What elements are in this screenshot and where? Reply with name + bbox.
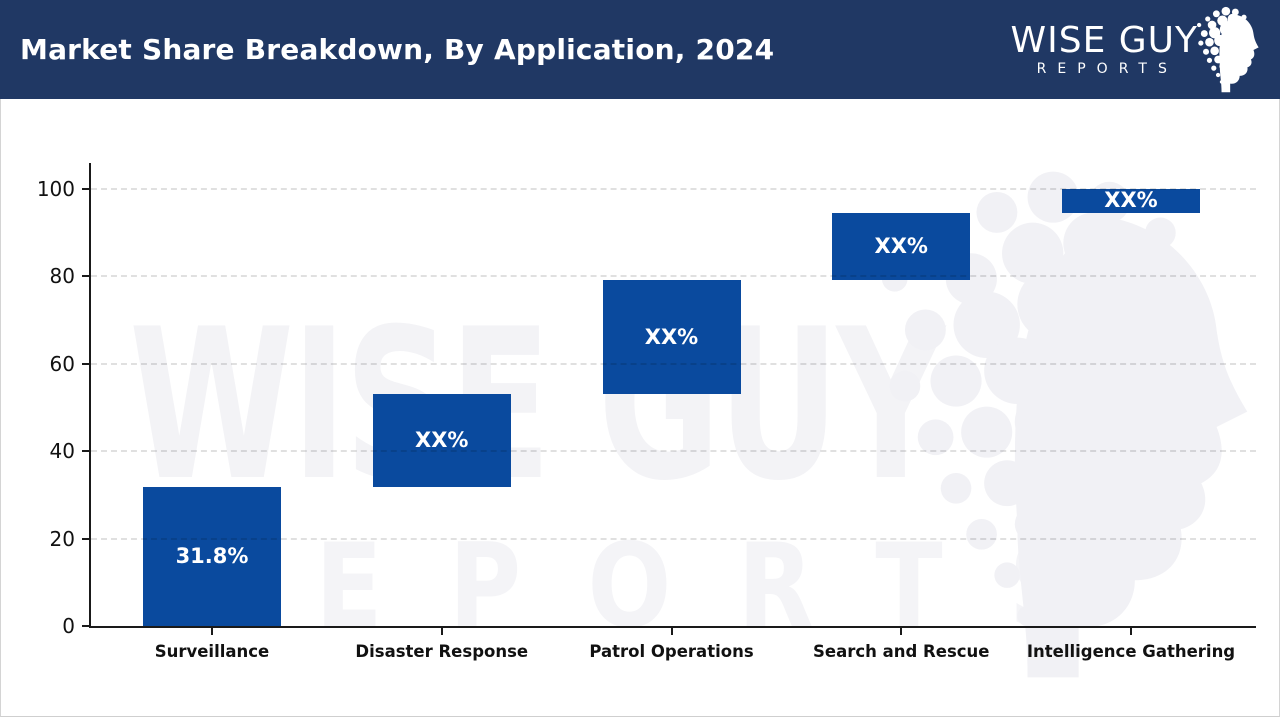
- x-axis-tick: [670, 628, 673, 635]
- brand-subname: REPORTS: [1036, 60, 1178, 77]
- bar-segment: XX%: [602, 279, 741, 395]
- y-axis-tick: [82, 187, 91, 190]
- x-axis-category-label: Intelligence Gathering: [1026, 642, 1236, 661]
- bar-value-label: XX%: [1104, 188, 1158, 213]
- header-bar: Market Share Breakdown, By Application, …: [0, 0, 1280, 99]
- x-axis-tick: [1130, 628, 1132, 635]
- y-axis-tick: [82, 450, 91, 452]
- y-axis-tick-label: 40: [49, 439, 75, 463]
- y-axis-tick-label: 20: [49, 526, 75, 551]
- bar-value-label: 31.8%: [175, 543, 249, 568]
- gridline: [91, 275, 1256, 277]
- x-axis-category-label: Surveillance: [154, 642, 270, 661]
- gridline: [91, 187, 1256, 190]
- gridline: [91, 362, 1256, 365]
- watermark-subtext: REPORTS: [173, 519, 1147, 654]
- x-axis-tick: [211, 628, 213, 635]
- bar-segment: 31.8%: [143, 486, 281, 626]
- x-axis-category-label: Patrol Operations: [589, 642, 754, 661]
- y-axis-tick-label: 80: [49, 264, 75, 288]
- y-axis-tick: [82, 537, 91, 540]
- x-axis-category-label: Disaster Response: [355, 642, 529, 661]
- x-axis-tick: [440, 628, 443, 635]
- brand-name: WISE GUY: [1010, 19, 1198, 61]
- y-axis-tick-label: 100: [36, 176, 75, 201]
- y-axis-tick: [82, 275, 91, 277]
- brand-logo: WISE GUY REPORTS: [1011, 6, 1280, 94]
- watermark-text: WISE GUY: [129, 285, 945, 527]
- bar-value-label: XX%: [644, 324, 699, 349]
- y-axis-tick: [82, 362, 91, 365]
- bar-segment: XX%: [1062, 188, 1200, 214]
- bar-segment: XX%: [372, 394, 511, 487]
- y-axis-tick-label: 0: [62, 614, 75, 638]
- y-axis-line: [89, 163, 91, 628]
- x-axis-category-label: Search and Rescue: [813, 642, 990, 661]
- bar-value-label: XX%: [415, 428, 469, 452]
- bar-value-label: XX%: [874, 234, 928, 259]
- gridline: [91, 450, 1256, 452]
- page-title: Market Share Breakdown, By Application, …: [20, 33, 775, 66]
- y-axis-tick: [82, 625, 91, 627]
- y-axis-tick-label: 60: [49, 351, 75, 376]
- x-axis-line: [89, 626, 1256, 628]
- waterfall-chart: 0 20 40 60 80 100 31.8% Surveillance XX% Disaster…: [1, 99, 1280, 717]
- brand-logo-text: WISE GUY REPORTS: [1010, 19, 1199, 77]
- bar-segment: XX%: [832, 213, 971, 280]
- gridline: [91, 537, 1256, 540]
- x-axis-tick: [900, 628, 903, 635]
- chart-canvas: WISE GUY REPORTS 0 20 40 60 80 100 31.8% Survei…: [0, 99, 1280, 717]
